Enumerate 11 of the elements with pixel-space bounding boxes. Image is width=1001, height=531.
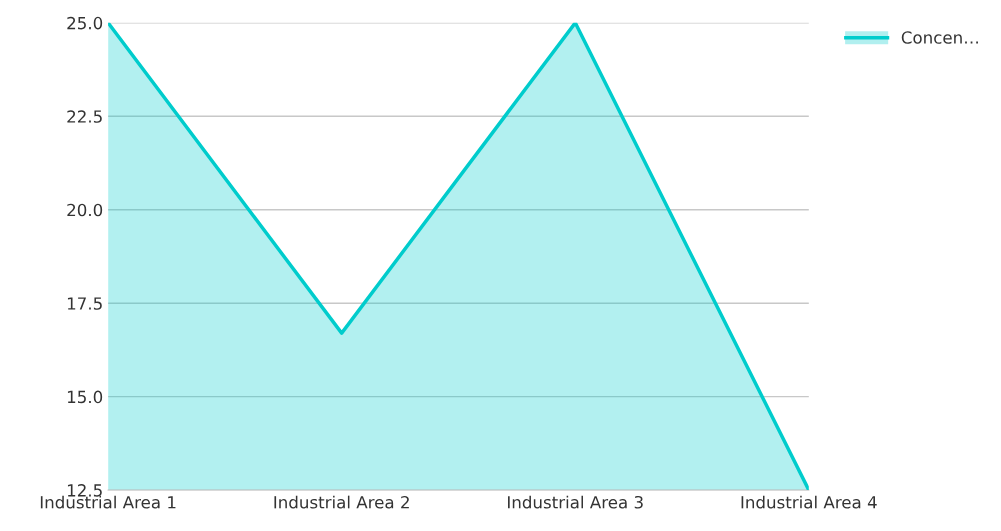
y-tick-label: 12.5 (67, 484, 102, 497)
x-tick-label: Industrial Area 2 (274, 495, 409, 509)
y-tick-label: 17.5 (67, 297, 102, 310)
x-tick-label: Industrial Area 4 (741, 495, 877, 509)
x-tick-label: Industrial Area 1 (40, 495, 176, 509)
legend-label: Concen… (901, 31, 978, 44)
y-tick-label: 22.5 (67, 110, 102, 123)
y-tick-label: 15.0 (67, 390, 103, 404)
y-tick-label: 25.0 (67, 16, 103, 30)
x-tick-label: Industrial Area 3 (508, 495, 643, 509)
y-tick-label: 20.0 (67, 203, 103, 217)
